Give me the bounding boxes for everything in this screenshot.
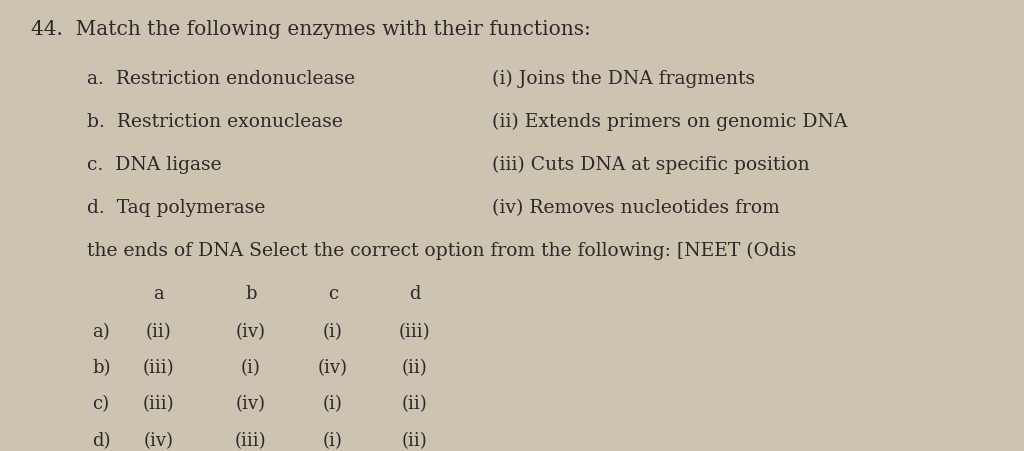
Text: (ii): (ii) bbox=[145, 322, 172, 341]
Text: (i): (i) bbox=[323, 431, 343, 449]
Text: (iii): (iii) bbox=[399, 322, 430, 341]
Text: a.  Restriction endonuclease: a. Restriction endonuclease bbox=[87, 70, 355, 88]
Text: a: a bbox=[154, 284, 164, 302]
Text: (iv): (iv) bbox=[236, 322, 266, 341]
Text: (i): (i) bbox=[323, 322, 343, 341]
Text: c): c) bbox=[92, 395, 110, 413]
Text: (iii): (iii) bbox=[143, 395, 174, 413]
Text: (iv): (iv) bbox=[236, 395, 266, 413]
Text: (i): (i) bbox=[241, 359, 261, 377]
Text: d: d bbox=[409, 284, 421, 302]
Text: c.  DNA ligase: c. DNA ligase bbox=[87, 156, 221, 174]
Text: (i) Joins the DNA fragments: (i) Joins the DNA fragments bbox=[492, 70, 755, 88]
Text: (iv): (iv) bbox=[143, 431, 174, 449]
Text: (ii): (ii) bbox=[401, 359, 428, 377]
Text: (iii) Cuts DNA at specific position: (iii) Cuts DNA at specific position bbox=[492, 156, 809, 174]
Text: b): b) bbox=[92, 359, 111, 377]
Text: (ii) Extends primers on genomic DNA: (ii) Extends primers on genomic DNA bbox=[492, 113, 847, 131]
Text: (iv) Removes nucleotides from: (iv) Removes nucleotides from bbox=[492, 198, 779, 216]
Text: a): a) bbox=[92, 322, 110, 341]
Text: b: b bbox=[245, 284, 257, 302]
Text: 44.  Match the following enzymes with their functions:: 44. Match the following enzymes with the… bbox=[31, 20, 591, 39]
Text: (ii): (ii) bbox=[401, 395, 428, 413]
Text: d): d) bbox=[92, 431, 111, 449]
Text: (iii): (iii) bbox=[236, 431, 266, 449]
Text: (iv): (iv) bbox=[317, 359, 348, 377]
Text: (ii): (ii) bbox=[401, 431, 428, 449]
Text: the ends of DNA Select the correct option from the following: [NEET (Odis: the ends of DNA Select the correct optio… bbox=[87, 241, 797, 259]
Text: (i): (i) bbox=[323, 395, 343, 413]
Text: (iii): (iii) bbox=[143, 359, 174, 377]
Text: c: c bbox=[328, 284, 338, 302]
Text: b.  Restriction exonuclease: b. Restriction exonuclease bbox=[87, 113, 343, 131]
Text: d.  Taq polymerase: d. Taq polymerase bbox=[87, 198, 265, 216]
